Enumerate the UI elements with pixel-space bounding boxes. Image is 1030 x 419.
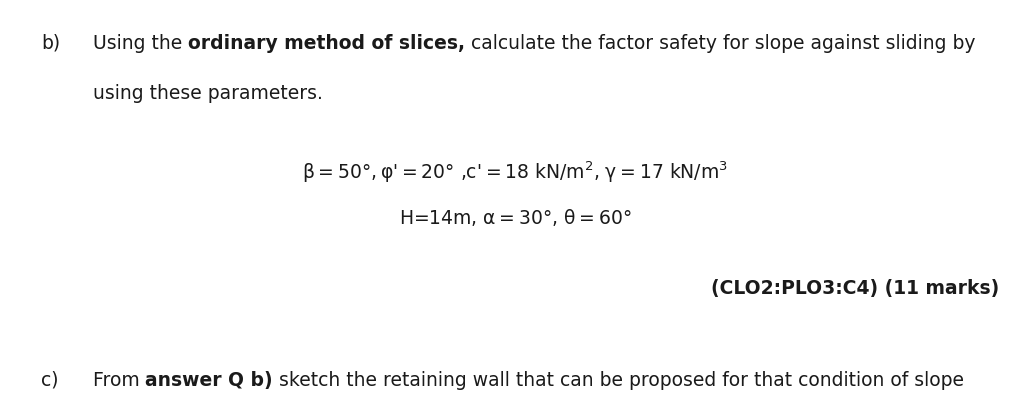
Text: sketch the retaining wall that can be proposed for that condition of slope: sketch the retaining wall that can be pr… bbox=[273, 371, 964, 390]
Text: answer Q b): answer Q b) bbox=[145, 371, 273, 390]
Text: b): b) bbox=[41, 34, 61, 52]
Text: From: From bbox=[93, 371, 145, 390]
Text: H=14m, $\mathregular{\alpha}$ = 30°, $\mathregular{\theta}$ = 60°: H=14m, $\mathregular{\alpha}$ = 30°, $\m… bbox=[399, 207, 631, 228]
Text: Using the: Using the bbox=[93, 34, 187, 52]
Text: (CLO2:PLO3:C4) (11 marks): (CLO2:PLO3:C4) (11 marks) bbox=[711, 279, 999, 297]
Text: using these parameters.: using these parameters. bbox=[93, 84, 322, 103]
Text: $\mathregular{\beta}$ = 50°, $\mathregular{\varphi}$' = 20° ,c' = 18 kN/m$\mathr: $\mathregular{\beta}$ = 50°, $\mathregul… bbox=[302, 159, 728, 185]
Text: c): c) bbox=[41, 371, 59, 390]
Text: ordinary method of slices,: ordinary method of slices, bbox=[187, 34, 465, 52]
Text: calculate the factor safety for slope against sliding by: calculate the factor safety for slope ag… bbox=[465, 34, 975, 52]
